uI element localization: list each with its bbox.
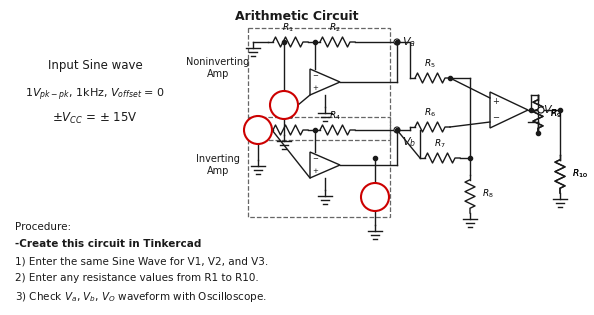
Text: $R_{10}$: $R_{10}$ xyxy=(572,168,588,180)
Text: $R_6$: $R_6$ xyxy=(424,106,436,119)
Text: Procedure:: Procedure: xyxy=(15,222,71,232)
Text: Arithmetic Circuit: Arithmetic Circuit xyxy=(235,10,359,23)
Text: −: − xyxy=(312,73,318,79)
Text: $V_b$: $V_b$ xyxy=(402,135,416,149)
Text: -Create this circuit in Tinkercad: -Create this circuit in Tinkercad xyxy=(15,239,201,249)
Text: +: + xyxy=(312,85,318,91)
Text: $R_1$: $R_1$ xyxy=(282,21,294,34)
Text: $\pm V_{CC}$ = ± 15V: $\pm V_{CC}$ = ± 15V xyxy=(52,111,138,126)
Text: +: + xyxy=(312,168,318,174)
Text: Inverting
Amp: Inverting Amp xyxy=(196,154,240,176)
Text: $R_7$: $R_7$ xyxy=(434,138,446,150)
Text: Noninverting
Amp: Noninverting Amp xyxy=(187,57,249,79)
Circle shape xyxy=(244,116,272,144)
Text: −: − xyxy=(312,156,318,162)
Text: $R_{10}$: $R_{10}$ xyxy=(572,168,588,180)
Text: $R_2$: $R_2$ xyxy=(329,21,341,34)
Text: $R_4$: $R_4$ xyxy=(329,110,341,122)
Text: $V_o$: $V_o$ xyxy=(543,103,557,117)
Text: $R_3$: $R_3$ xyxy=(282,110,294,122)
Text: 1) Enter the same Sine Wave for V1, V2, and V3.: 1) Enter the same Sine Wave for V1, V2, … xyxy=(15,256,268,266)
Text: $V_3$: $V_3$ xyxy=(369,190,381,204)
Text: 3) Check $V_a$, $V_b$, $V_O$ waveform with Oscilloscope.: 3) Check $V_a$, $V_b$, $V_O$ waveform wi… xyxy=(15,290,267,304)
Text: $V_1$: $V_1$ xyxy=(278,98,290,112)
Text: $V_2$: $V_2$ xyxy=(252,123,264,137)
Circle shape xyxy=(361,183,389,211)
Text: +: + xyxy=(492,98,500,106)
Text: $R_9$: $R_9$ xyxy=(550,108,562,120)
Text: −: − xyxy=(492,113,500,123)
Circle shape xyxy=(394,127,400,133)
Circle shape xyxy=(270,91,298,119)
Text: $V_a$: $V_a$ xyxy=(402,35,416,49)
Text: 2) Enter any resistance values from R1 to R10.: 2) Enter any resistance values from R1 t… xyxy=(15,273,259,283)
Circle shape xyxy=(394,39,400,45)
Text: $R_9$: $R_9$ xyxy=(550,108,562,120)
Text: $R_8$: $R_8$ xyxy=(482,188,494,200)
Circle shape xyxy=(538,107,544,113)
Text: $R_5$: $R_5$ xyxy=(424,58,436,70)
Text: Input Sine wave: Input Sine wave xyxy=(48,59,143,72)
Text: $1V_{pk-pk}$, 1kHz, $V_{offset}$ = 0: $1V_{pk-pk}$, 1kHz, $V_{offset}$ = 0 xyxy=(25,87,165,103)
